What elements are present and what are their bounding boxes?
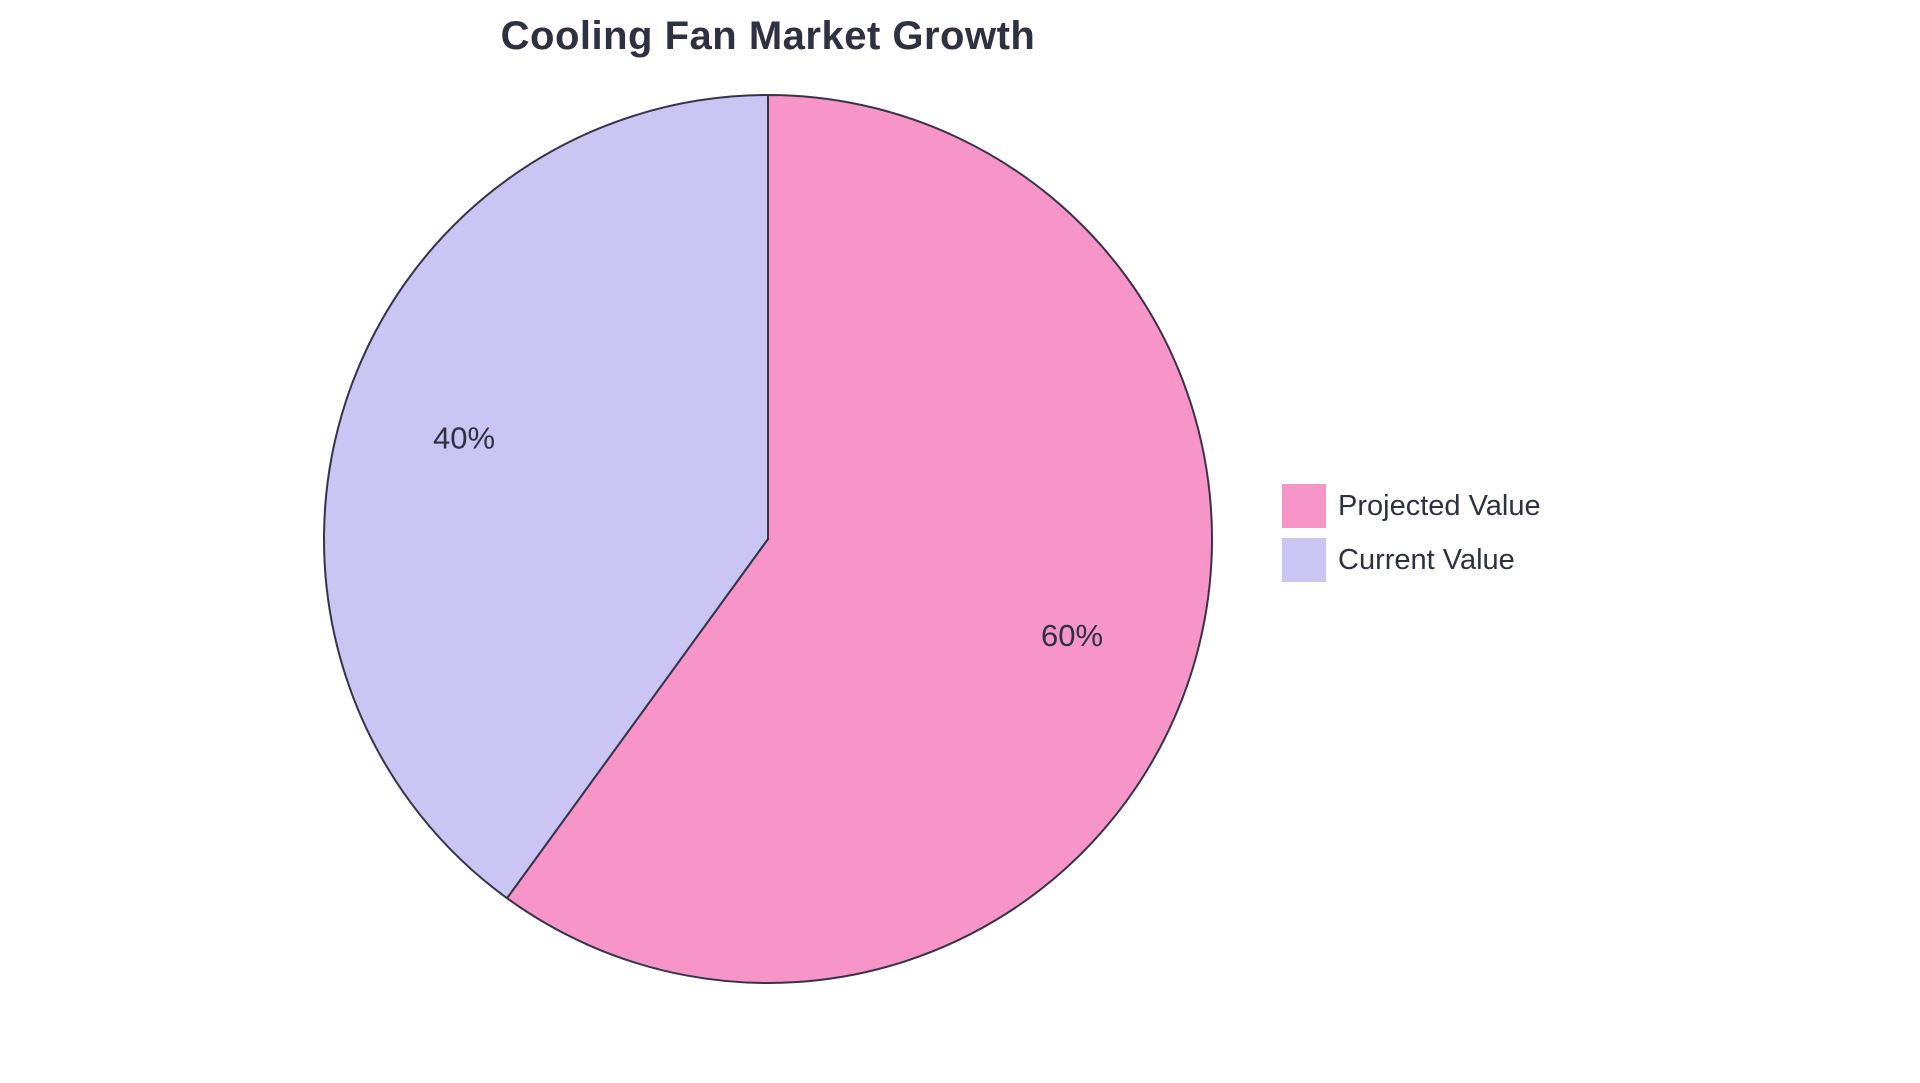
legend-swatch-current-value (1282, 538, 1326, 582)
legend-item-projected-value[interactable]: Projected Value (1282, 484, 1541, 528)
pie-percent-label-current-value: 40% (433, 420, 495, 455)
pie-slice-projected-value (506, 94, 1214, 984)
legend-item-current-value[interactable]: Current Value (1282, 538, 1541, 582)
legend: Projected Value Current Value (1282, 484, 1541, 582)
legend-label-current-value: Current Value (1338, 543, 1515, 576)
legend-label-projected-value: Projected Value (1338, 489, 1541, 522)
chart-title: Cooling Fan Market Growth (500, 14, 1036, 58)
pie-percent-label-projected-value: 60% (1041, 618, 1103, 653)
legend-swatch-projected-value (1282, 484, 1326, 528)
pie-slice-current-value (323, 94, 769, 900)
